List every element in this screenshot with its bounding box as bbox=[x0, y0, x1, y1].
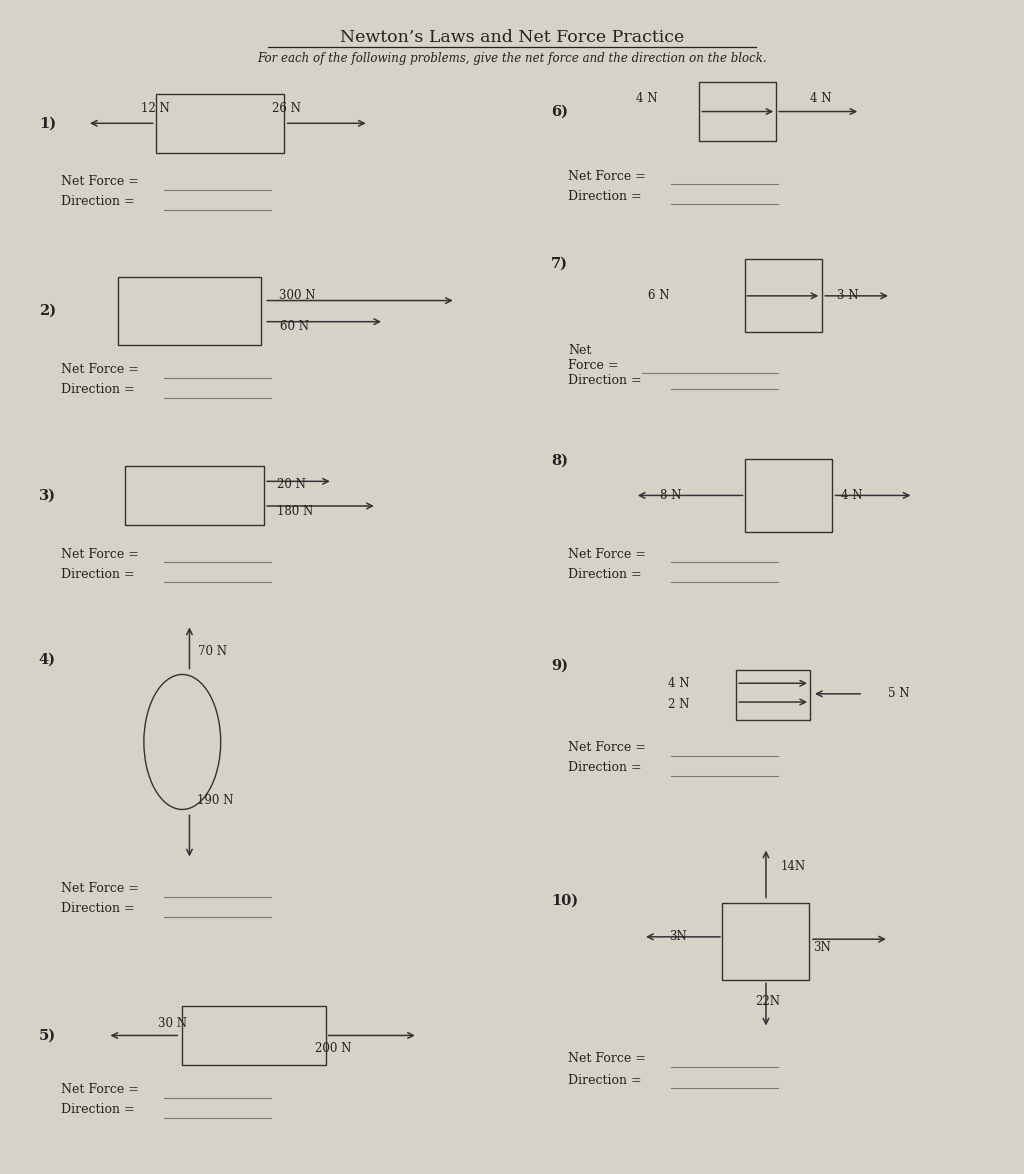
Text: Net Force =: Net Force = bbox=[568, 1052, 646, 1066]
Text: Direction =: Direction = bbox=[61, 902, 135, 916]
Bar bbox=[125, 466, 264, 525]
Text: For each of the following problems, give the net force and the direction on the : For each of the following problems, give… bbox=[257, 52, 767, 66]
Text: 14N: 14N bbox=[781, 859, 806, 873]
Text: 2 N: 2 N bbox=[669, 697, 689, 711]
Text: Direction =: Direction = bbox=[61, 1102, 135, 1116]
Text: 190 N: 190 N bbox=[197, 794, 233, 808]
Text: Net Force =: Net Force = bbox=[61, 547, 139, 561]
Text: Net Force =: Net Force = bbox=[568, 741, 646, 755]
Bar bbox=[118, 277, 261, 345]
Text: 2): 2) bbox=[39, 304, 56, 318]
Text: Net Force =: Net Force = bbox=[568, 547, 646, 561]
Bar bbox=[736, 670, 810, 720]
Text: 4 N: 4 N bbox=[637, 92, 657, 106]
Text: 12 N: 12 N bbox=[141, 101, 170, 115]
Text: Direction =: Direction = bbox=[568, 761, 642, 775]
Text: Net Force =: Net Force = bbox=[61, 882, 139, 896]
Text: 9): 9) bbox=[551, 659, 568, 673]
Text: 3): 3) bbox=[39, 488, 56, 502]
Text: 10): 10) bbox=[551, 893, 578, 908]
Text: 30 N: 30 N bbox=[158, 1017, 186, 1031]
Text: Direction =: Direction = bbox=[61, 567, 135, 581]
Text: 4 N: 4 N bbox=[669, 676, 689, 690]
Text: 60 N: 60 N bbox=[281, 319, 309, 333]
Text: 4): 4) bbox=[39, 653, 56, 667]
Bar bbox=[698, 82, 776, 141]
Text: 5 N: 5 N bbox=[889, 687, 909, 701]
Text: Direction =: Direction = bbox=[568, 567, 642, 581]
Text: 6): 6) bbox=[551, 104, 568, 119]
Bar bbox=[745, 459, 831, 532]
Text: Net Force =: Net Force = bbox=[61, 175, 139, 189]
Text: 26 N: 26 N bbox=[272, 101, 301, 115]
Text: Direction =: Direction = bbox=[568, 373, 642, 387]
Text: Net Force =: Net Force = bbox=[61, 1082, 139, 1097]
Text: 3N: 3N bbox=[669, 930, 687, 944]
Text: Net
Force =: Net Force = bbox=[568, 344, 618, 372]
Text: Newton’s Laws and Net Force Practice: Newton’s Laws and Net Force Practice bbox=[340, 29, 684, 46]
Text: Direction =: Direction = bbox=[568, 1073, 642, 1087]
Bar bbox=[156, 94, 284, 153]
Text: 22N: 22N bbox=[756, 994, 780, 1008]
Bar bbox=[723, 904, 809, 979]
Text: 5): 5) bbox=[39, 1028, 56, 1043]
Bar bbox=[182, 1006, 326, 1065]
Text: 8 N: 8 N bbox=[660, 488, 681, 502]
Text: 4 N: 4 N bbox=[811, 92, 831, 106]
Text: 300 N: 300 N bbox=[279, 289, 315, 303]
Bar bbox=[745, 259, 821, 332]
Text: 7): 7) bbox=[551, 257, 568, 271]
Text: Direction =: Direction = bbox=[568, 189, 642, 203]
Text: 70 N: 70 N bbox=[199, 645, 227, 659]
Text: 3 N: 3 N bbox=[838, 289, 858, 303]
Text: Net Force =: Net Force = bbox=[61, 363, 139, 377]
Text: 180 N: 180 N bbox=[276, 505, 313, 519]
Text: 20 N: 20 N bbox=[278, 478, 306, 492]
Text: 3N: 3N bbox=[813, 940, 831, 954]
Text: 4 N: 4 N bbox=[842, 488, 862, 502]
Text: 6 N: 6 N bbox=[648, 289, 669, 303]
Text: Direction =: Direction = bbox=[61, 383, 135, 397]
Text: 8): 8) bbox=[551, 453, 568, 467]
Text: 200 N: 200 N bbox=[314, 1041, 351, 1055]
Text: Direction =: Direction = bbox=[61, 195, 135, 209]
Text: 1): 1) bbox=[39, 116, 56, 130]
Text: Net Force =: Net Force = bbox=[568, 169, 646, 183]
